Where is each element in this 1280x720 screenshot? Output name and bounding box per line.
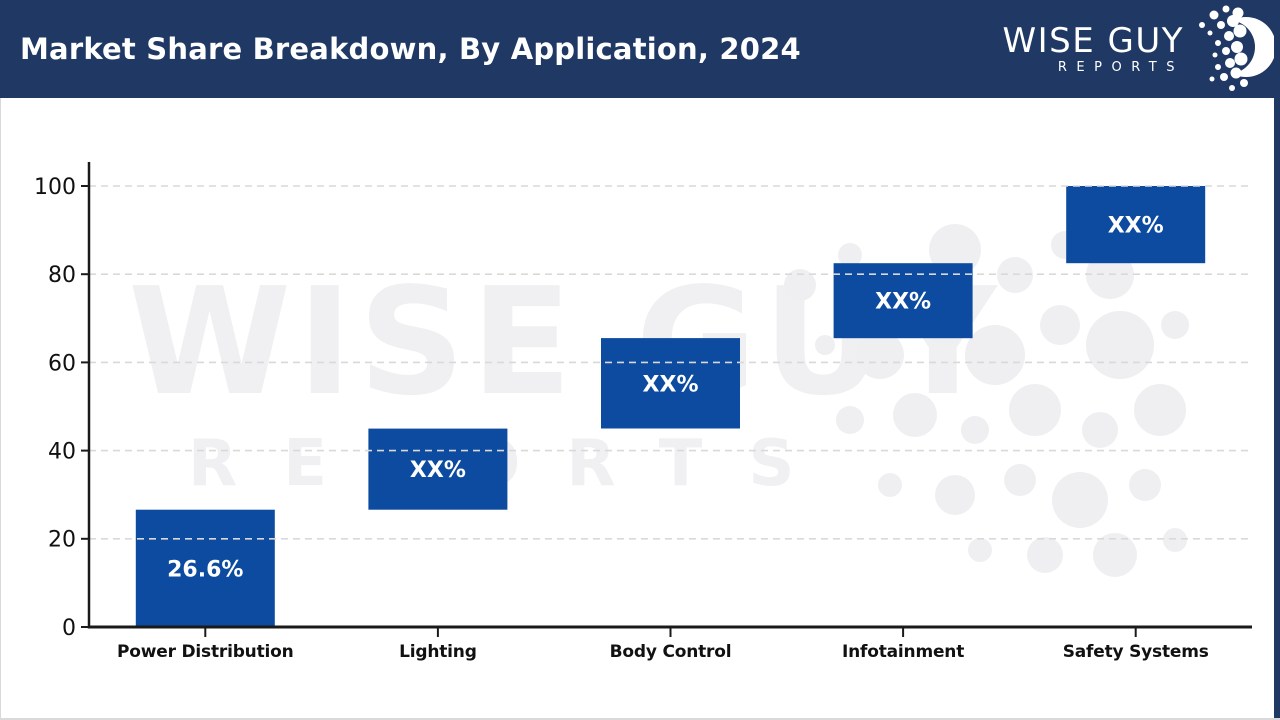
logo-wordmark: WISE GUY [1002,21,1184,61]
bar-body-control [601,338,740,429]
page-title: Market Share Breakdown, By Application, … [20,32,801,66]
y-tick-label-20: 20 [48,528,76,553]
header-banner: Market Share Breakdown, By Application, … [0,0,1280,98]
x-axis-label-body-control: Body Control [610,642,732,662]
bottom-border-line [0,718,1280,720]
bar-lighting [368,428,508,510]
bar-power-distribution [135,509,275,627]
wiseguy-logo: WISE GUY REPORTS [1002,3,1274,95]
bar-value-label-body-control: XX% [643,372,699,397]
y-tick-label-100: 100 [34,175,76,200]
logo-face-icon [1199,5,1274,91]
x-axis-label-safety-systems: Safety Systems [1063,642,1209,662]
y-tick-label-80: 80 [48,263,76,288]
bar-value-label-safety-systems: XX% [1108,214,1164,239]
x-axis-label-lighting: Lighting [399,642,477,662]
y-tick-label-40: 40 [48,440,76,465]
y-tick-label-60: 60 [48,351,76,376]
bar-value-label-lighting: XX% [410,458,466,483]
x-axis-label-infotainment: Infotainment [842,642,964,662]
logo-subtitle: REPORTS [1057,60,1184,75]
bar-value-label-infotainment: XX% [875,290,931,315]
right-edge-stripe [1274,0,1280,720]
logo-text: WISE GUY REPORTS [1002,24,1184,74]
left-border-line [0,98,1,720]
x-axis-label-power-distribution: Power Distribution [117,642,293,662]
y-tick-label-0: 0 [62,616,76,641]
bar-safety-systems [1066,186,1206,264]
bar-value-label-power-distribution: 26.6% [167,557,243,582]
